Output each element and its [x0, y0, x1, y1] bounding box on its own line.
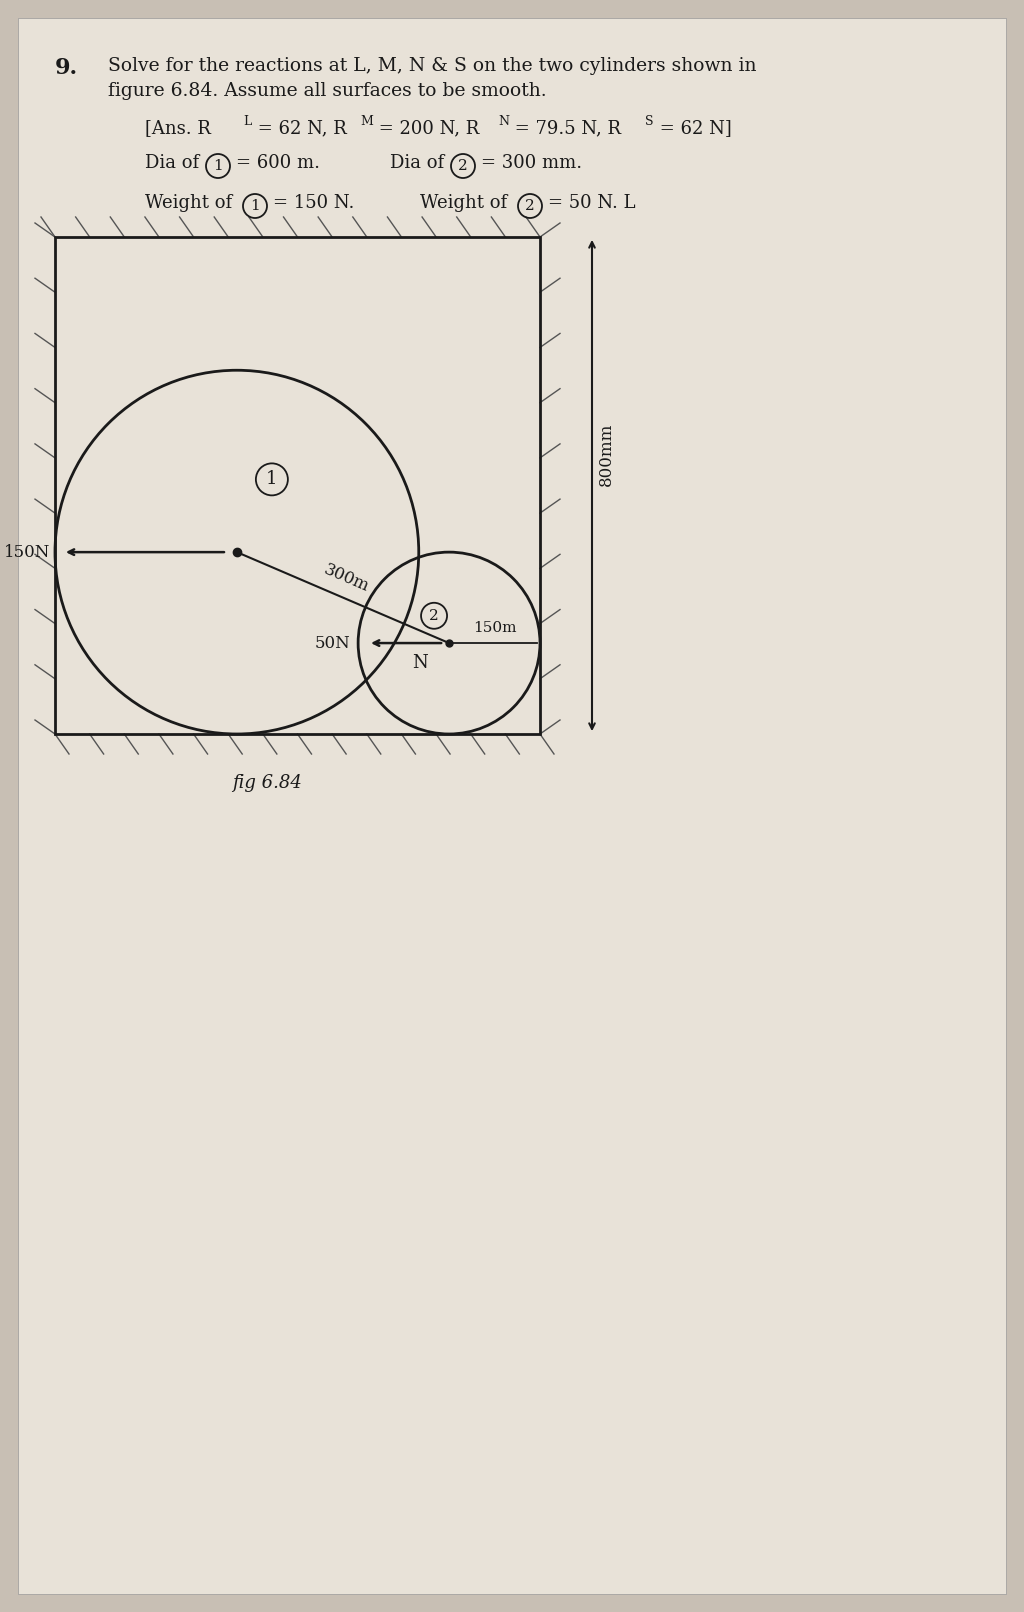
Text: = 200 N, R: = 200 N, R	[373, 119, 479, 137]
Text: Weight of: Weight of	[145, 193, 232, 213]
Text: 2: 2	[429, 609, 439, 622]
Text: figure 6.84. Assume all surfaces to be smooth.: figure 6.84. Assume all surfaces to be s…	[108, 82, 547, 100]
Text: 9.: 9.	[55, 56, 78, 79]
Text: 300m: 300m	[322, 561, 372, 595]
Text: [Ans. R: [Ans. R	[145, 119, 211, 137]
Text: = 600 m.: = 600 m.	[236, 155, 319, 172]
Text: 1: 1	[250, 198, 260, 213]
Text: 2: 2	[525, 198, 535, 213]
Bar	[55, 237, 540, 733]
Text: = 300 mm.: = 300 mm.	[481, 155, 582, 172]
Text: Weight of: Weight of	[420, 193, 507, 213]
Text: N: N	[412, 654, 428, 672]
Text: = 62 N]: = 62 N]	[654, 119, 732, 137]
Text: 150N: 150N	[4, 543, 50, 561]
Text: Dia of: Dia of	[145, 155, 199, 172]
Text: 1: 1	[213, 160, 223, 172]
Text: = 50 N. L: = 50 N. L	[548, 193, 636, 213]
Text: 2: 2	[458, 160, 468, 172]
Text: fig 6.84: fig 6.84	[232, 774, 302, 791]
Text: 150m: 150m	[473, 621, 516, 635]
Text: S: S	[645, 114, 653, 127]
Text: 1: 1	[266, 471, 278, 488]
Text: M: M	[360, 114, 373, 127]
Text: Solve for the reactions at L, M, N & S on the two cylinders shown in: Solve for the reactions at L, M, N & S o…	[108, 56, 757, 76]
Text: = 62 N, R: = 62 N, R	[252, 119, 347, 137]
Text: = 79.5 N, R: = 79.5 N, R	[509, 119, 621, 137]
Text: 50N: 50N	[314, 635, 350, 651]
Text: = 150 N.: = 150 N.	[273, 193, 354, 213]
Text: N: N	[498, 114, 509, 127]
Text: 800mm: 800mm	[597, 422, 614, 485]
Text: Dia of: Dia of	[390, 155, 444, 172]
FancyBboxPatch shape	[18, 18, 1006, 1594]
Text: L: L	[243, 114, 251, 127]
